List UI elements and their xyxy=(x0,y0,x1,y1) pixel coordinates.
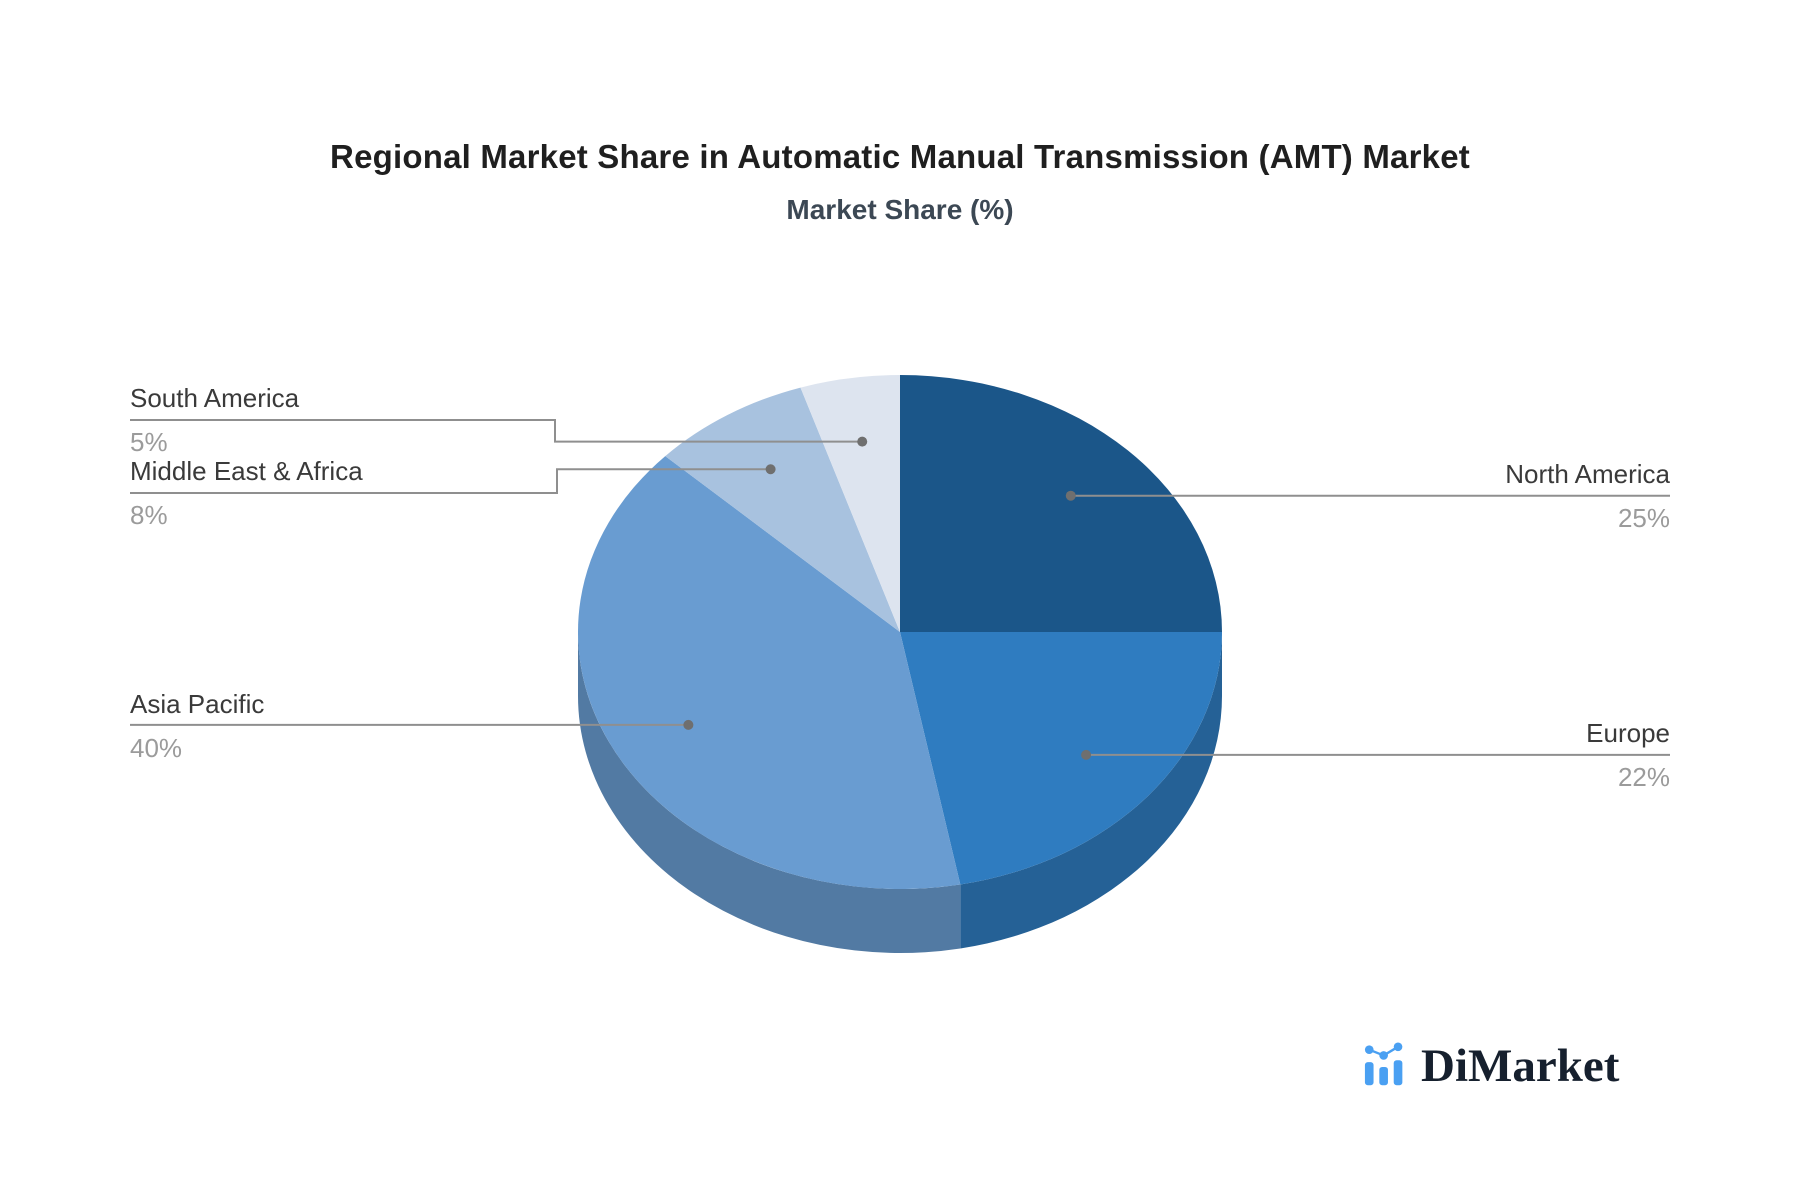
leader-line-south-america xyxy=(130,419,863,443)
pie-slice-side-asia-pacific xyxy=(578,632,961,954)
logo-dot-3 xyxy=(1393,1042,1403,1052)
callout-label-south-america: South America xyxy=(130,383,300,413)
leader-dot-asia-pacific xyxy=(683,719,694,730)
leader-dot-north-america xyxy=(1065,490,1076,501)
leader-dot-south-america xyxy=(857,436,868,447)
callout-percent-north-america: 25% xyxy=(1617,502,1670,533)
callout-percent-middle-east-africa: 8% xyxy=(130,500,168,530)
callout-percent-south-america: 5% xyxy=(130,427,168,457)
logo-barchart-icon xyxy=(1364,1042,1403,1086)
logo-dot-1 xyxy=(1364,1045,1374,1054)
chart-title: Regional Market Share in Automatic Manua… xyxy=(330,138,1470,175)
callout-percent-asia-pacific: 40% xyxy=(130,732,183,763)
callout-label-middle-east-africa: Middle East & Africa xyxy=(130,456,363,486)
leader-dot-middle-east-africa xyxy=(765,464,776,475)
pie-slice-asia-pacific[interactable] xyxy=(577,456,961,890)
chart-subtitle: Market Share (%) xyxy=(786,194,1014,225)
logo-text: DiMarket xyxy=(1421,1040,1620,1092)
pie-slice-europe[interactable] xyxy=(900,632,1222,885)
logo: DiMarket xyxy=(1363,1040,1619,1096)
pie-slice-middle-east-africa[interactable] xyxy=(665,387,900,632)
pie-slice-north-america[interactable] xyxy=(900,375,1222,632)
logo-dot-2 xyxy=(1379,1051,1388,1060)
leader-line-middle-east-africa xyxy=(130,468,771,494)
leader-dot-europe xyxy=(1081,749,1092,760)
callout-label-asia-pacific: Asia Pacific xyxy=(130,688,265,719)
pie-slice-south-america[interactable] xyxy=(800,375,900,632)
logo-bar-1 xyxy=(1364,1062,1374,1086)
callout-label-europe: Europe xyxy=(1586,717,1670,748)
pie-slice-side-europe xyxy=(960,632,1222,949)
logo-bar-3 xyxy=(1393,1060,1403,1086)
logo-bar-2 xyxy=(1379,1066,1388,1086)
callout-percent-europe: 22% xyxy=(1617,761,1670,792)
callout-label-north-america: North America xyxy=(1505,458,1670,489)
